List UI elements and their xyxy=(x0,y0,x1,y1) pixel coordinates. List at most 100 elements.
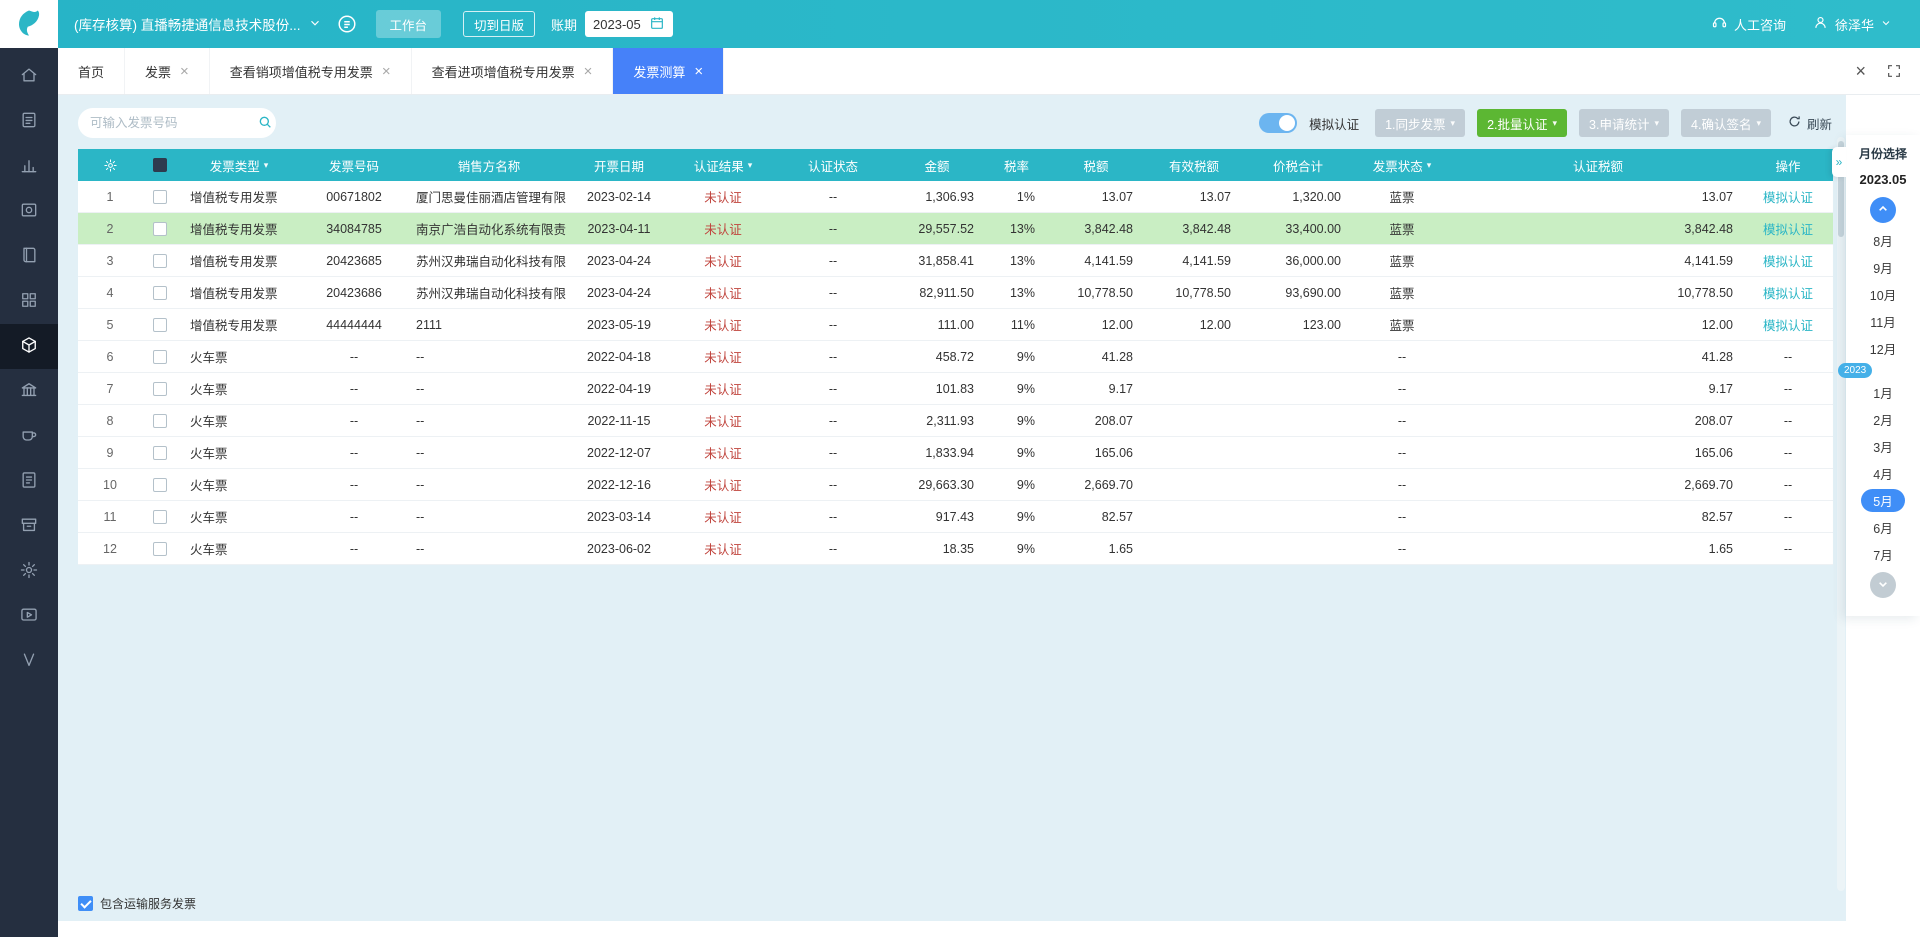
month-item[interactable]: 9月 xyxy=(1873,262,1893,276)
table-row[interactable]: 2 增值税专用发票 34084785 南京广浩自动化系统有限责 2023-04-11 未认… xyxy=(78,213,1833,245)
action-button-4[interactable]: 4.确认签名 ▾ xyxy=(1681,109,1771,137)
close-icon[interactable]: × xyxy=(694,62,704,80)
simulate-auth-link[interactable]: 模拟认证 xyxy=(1762,287,1813,301)
scroll-down-button[interactable] xyxy=(1870,572,1896,598)
search-input[interactable] xyxy=(90,116,251,130)
sidebar-item-home[interactable] xyxy=(0,54,58,99)
row-checkbox[interactable] xyxy=(153,221,167,236)
voucher-icon xyxy=(19,470,39,493)
fullscreen-icon[interactable] xyxy=(1886,63,1902,79)
month-item[interactable]: 4月 xyxy=(1873,468,1893,482)
row-checkbox[interactable] xyxy=(153,509,167,524)
row-checkbox[interactable] xyxy=(153,381,167,396)
row-checkbox[interactable] xyxy=(153,253,167,268)
row-checkbox[interactable] xyxy=(153,317,167,332)
tab-1[interactable]: 发票 × xyxy=(125,48,210,94)
select-all-checkbox[interactable] xyxy=(153,158,167,172)
column-header-6[interactable]: 认证结果 ▾ xyxy=(693,159,753,174)
sidebar-item-chart[interactable] xyxy=(0,144,58,189)
company-selector[interactable]: (库存核算) 直播畅捷通信息技术股份... xyxy=(74,14,322,34)
tab-3[interactable]: 查看进项增值税专用发票 × xyxy=(412,48,614,94)
table-row[interactable]: 6 火车票 -- -- 2022-04-18 未认证 -- 458.72 9% 41.28 -- 41… xyxy=(78,341,1833,373)
row-checkbox[interactable] xyxy=(153,285,167,300)
simulate-auth-toggle[interactable] xyxy=(1259,113,1298,133)
month-item[interactable]: 12月 xyxy=(1869,343,1897,357)
sidebar-item-vault[interactable] xyxy=(0,189,58,234)
workbench-button[interactable]: 工作台 xyxy=(375,10,442,38)
switch-daily-button[interactable]: 切到日版 xyxy=(463,11,536,37)
scrollbar-track[interactable] xyxy=(1837,137,1845,891)
month-item[interactable]: 7月 xyxy=(1873,549,1893,563)
table-row[interactable]: 4 增值税专用发票 20423686 苏州汉弗瑞自动化科技有限 2023-04-24 未认… xyxy=(78,277,1833,309)
app-logo[interactable] xyxy=(0,0,58,48)
row-checkbox[interactable] xyxy=(153,349,167,364)
tab-2[interactable]: 查看销项增值税专用发票 × xyxy=(210,48,412,94)
close-icon[interactable]: × xyxy=(583,62,593,80)
row-checkbox[interactable] xyxy=(153,445,167,460)
table-row[interactable]: 3 增值税专用发票 20423685 苏州汉弗瑞自动化科技有限 2023-04-24 未认… xyxy=(78,245,1833,277)
action-button-1[interactable]: 1.同步发票 ▾ xyxy=(1375,109,1466,137)
month-item[interactable]: 8月 xyxy=(1873,235,1893,249)
table-row[interactable]: 8 火车票 -- -- 2022-11-15 未认证 -- 2,311.93 9% 208.07 -… xyxy=(78,405,1833,437)
row-checkbox[interactable] xyxy=(153,189,167,204)
row-checkbox[interactable] xyxy=(153,541,167,556)
refresh-button[interactable]: 刷新 xyxy=(1787,114,1832,133)
action-button-2[interactable]: 2.批量认证 ▾ xyxy=(1477,109,1568,137)
sidebar-item-bank[interactable] xyxy=(0,369,58,414)
column-header-13[interactable]: 发票状态 ▾ xyxy=(1372,159,1432,174)
sidebar-item-settings[interactable] xyxy=(0,549,58,594)
sidebar-item-goods[interactable] xyxy=(0,324,58,369)
simulate-auth-link[interactable]: 模拟认证 xyxy=(1762,255,1813,269)
month-item[interactable]: 6月 xyxy=(1873,522,1893,536)
close-icon[interactable]: × xyxy=(381,62,391,80)
simulate-auth-link[interactable]: 模拟认证 xyxy=(1762,319,1813,333)
month-item[interactable]: 5月 xyxy=(1861,489,1905,512)
transport-invoice-filter[interactable]: 包含运输服务发票 xyxy=(78,895,196,912)
month-item[interactable]: 10月 xyxy=(1869,289,1897,303)
table-row[interactable]: 1 增值税专用发票 00671802 厦门思曼佳丽酒店管理有限 2023-02-14 未认… xyxy=(78,181,1833,213)
table-row[interactable]: 5 增值税专用发票 44444444 2111 2023-05-19 未认证 -- 111.0… xyxy=(78,309,1833,341)
table-row[interactable]: 7 火车票 -- -- 2022-04-19 未认证 -- 101.83 9% 9.17 -- 9.1… xyxy=(78,373,1833,405)
sidebar-item-form[interactable] xyxy=(0,99,58,144)
table-row[interactable]: 12 火车票 -- -- 2023-06-02 未认证 -- 18.35 9% 1.65 -- 1.6… xyxy=(78,533,1833,565)
table-row[interactable]: 9 火车票 -- -- 2022-12-07 未认证 -- 1,833.94 9% 165.06 -… xyxy=(78,437,1833,469)
settings-icon[interactable] xyxy=(78,149,142,181)
sidebar-item-apps[interactable] xyxy=(0,279,58,324)
month-item[interactable]: 11月 xyxy=(1870,316,1896,330)
tab-0[interactable]: 首页 xyxy=(58,48,126,94)
sidebar-item-voucher[interactable] xyxy=(0,459,58,504)
tab-4[interactable]: 发票测算 × xyxy=(613,48,725,94)
scroll-up-button[interactable] xyxy=(1870,197,1896,223)
table-row[interactable]: 11 火车票 -- -- 2023-03-14 未认证 -- 917.43 9% 82.57 -- 8… xyxy=(78,501,1833,533)
sidebar-item-media[interactable] xyxy=(0,594,58,639)
sidebar-item-archive[interactable] xyxy=(0,504,58,549)
notice-icon[interactable] xyxy=(336,13,358,35)
column-header-2[interactable]: 发票类型 ▾ xyxy=(209,159,269,174)
sort-icon[interactable]: ▾ xyxy=(1426,159,1432,170)
search-icon[interactable] xyxy=(257,114,273,133)
cell-auth_tax: 4,141.59 xyxy=(1684,253,1733,268)
collapse-panel-button[interactable]: » xyxy=(1832,147,1846,177)
row-checkbox[interactable] xyxy=(153,413,167,428)
transport-checkbox[interactable] xyxy=(78,896,93,911)
scrollbar-thumb[interactable] xyxy=(1838,141,1844,237)
user-menu[interactable]: 徐泽华 xyxy=(1812,14,1892,34)
row-checkbox[interactable] xyxy=(153,477,167,492)
sort-icon[interactable]: ▾ xyxy=(747,159,753,170)
month-item[interactable]: 1月 xyxy=(1873,387,1893,401)
action-button-3[interactable]: 3.申请统计 ▾ xyxy=(1579,109,1670,137)
simulate-auth-link[interactable]: 模拟认证 xyxy=(1762,223,1813,237)
sort-icon[interactable]: ▾ xyxy=(263,159,269,170)
sidebar-item-brand[interactable] xyxy=(0,639,58,684)
month-item[interactable]: 3月 xyxy=(1873,441,1893,455)
simulate-auth-link[interactable]: 模拟认证 xyxy=(1762,191,1813,205)
sidebar-item-tea[interactable] xyxy=(0,414,58,459)
close-icon[interactable]: × xyxy=(180,62,189,80)
table-row[interactable]: 10 火车票 -- -- 2022-12-16 未认证 -- 29,663.30 9% 2,669… xyxy=(78,469,1833,501)
consult-button[interactable]: 人工咨询 xyxy=(1711,14,1786,34)
close-all-icon[interactable]: × xyxy=(1855,60,1866,81)
search-box[interactable] xyxy=(78,108,276,138)
period-picker[interactable]: 2023-05 xyxy=(585,11,673,37)
month-item[interactable]: 2月 xyxy=(1873,414,1893,428)
sidebar-item-ledger[interactable] xyxy=(0,234,58,279)
